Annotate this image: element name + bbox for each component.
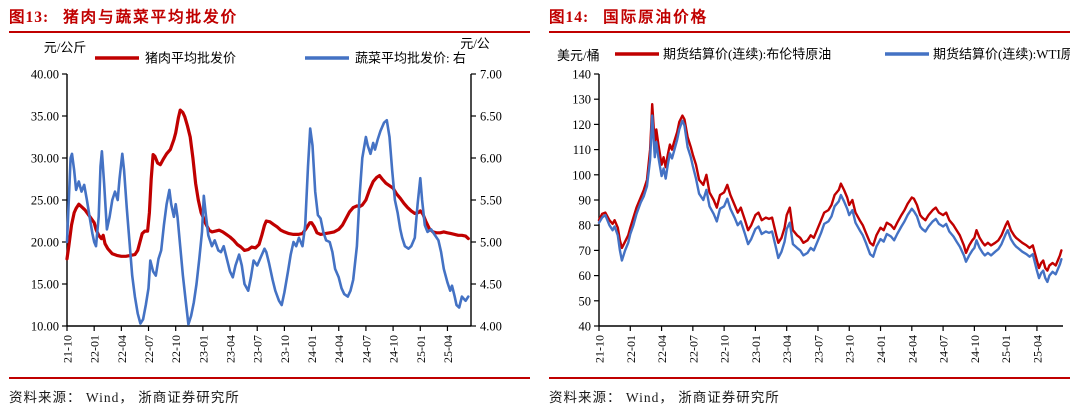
y-tick-label-left: 10.00 bbox=[31, 320, 59, 334]
x-tick-label: 23-10 bbox=[843, 335, 857, 363]
figure-14-title: 图14: 国际原油价格 bbox=[549, 7, 1070, 28]
y-tick-label-left: 30.00 bbox=[31, 152, 59, 166]
y-tick-label-right: 5.50 bbox=[480, 194, 502, 208]
series-line-1 bbox=[65, 119, 470, 326]
source-note: 资料来源： Wind， 浙商证券研究所 bbox=[9, 389, 240, 405]
source-note: 资料来源： Wind， 浙商证券研究所 bbox=[549, 389, 780, 405]
y-tick-label-left: 20.00 bbox=[31, 236, 59, 250]
x-tick-label: 24-01 bbox=[874, 335, 888, 363]
x-tick-label: 25-04 bbox=[441, 335, 455, 363]
source-rule bbox=[9, 377, 530, 379]
x-tick-label: 25-01 bbox=[999, 335, 1013, 363]
y-tick-label-right: 5.00 bbox=[480, 236, 502, 250]
oil-chart-area: 40 50 60 70 80 90 100 110 120 130 140 美元/桶 21-10 22-0… bbox=[549, 34, 1070, 376]
figure-13-title: 图13: 猪肉与蔬菜平均批发价 bbox=[9, 7, 530, 28]
x-tick-label: 24-07 bbox=[359, 335, 373, 363]
x-tick-label: 24-10 bbox=[387, 335, 401, 363]
y-tick-label-left: 130 bbox=[572, 93, 591, 107]
legend-label: 猪肉平均批发价 bbox=[145, 51, 236, 66]
x-tick-label: 21-10 bbox=[61, 335, 75, 363]
x-tick-label: 24-04 bbox=[905, 335, 919, 363]
pork-veg-chart-area: 10.00 15.00 20.00 25.00 30.00 35.00 40.00 元/公斤 4… bbox=[9, 34, 530, 376]
series-line-0 bbox=[65, 108, 470, 261]
y-tick-label-left: 140 bbox=[572, 68, 591, 82]
series-line-0 bbox=[597, 103, 1063, 273]
y-tick-label-left: 50 bbox=[579, 295, 592, 309]
x-tick-label: 23-04 bbox=[224, 335, 238, 363]
y-tick-label-left: 70 bbox=[579, 244, 592, 258]
figure-14-panel: 图14: 国际原油价格 40 50 60 70 80 90 100 110 120 130 140 美元… bbox=[540, 0, 1080, 406]
legend-label: 期货结算价(连续):布伦特原油 bbox=[663, 47, 831, 62]
x-tick-label: 22-07 bbox=[142, 335, 156, 363]
y-tick-label-left: 100 bbox=[572, 169, 591, 183]
y-tick-label-right: 4.00 bbox=[480, 320, 502, 334]
figure-14-name: 国际原油价格 bbox=[603, 9, 709, 26]
x-tick-label: 22-01 bbox=[88, 335, 102, 363]
y-tick-label-left: 60 bbox=[579, 269, 592, 283]
figures-row: 图13: 猪肉与蔬菜平均批发价 10.00 15.00 20.00 25.00 30.00… bbox=[0, 0, 1080, 406]
x-tick-label: 22-10 bbox=[718, 335, 732, 363]
x-tick-label: 22-01 bbox=[624, 335, 638, 363]
x-tick-label: 22-04 bbox=[115, 335, 129, 363]
y-axis-unit-right: 元/公 bbox=[460, 36, 490, 51]
x-tick-label: 23-01 bbox=[196, 335, 210, 363]
x-tick-label: 24-10 bbox=[968, 335, 982, 363]
y-tick-label-left: 40 bbox=[579, 320, 592, 334]
y-tick-label-left: 90 bbox=[579, 194, 592, 208]
x-tick-label: 24-07 bbox=[937, 335, 951, 363]
y-tick-label-left: 15.00 bbox=[31, 278, 59, 292]
y-tick-label-left: 35.00 bbox=[31, 110, 59, 124]
y-tick-label-right: 7.00 bbox=[480, 68, 502, 82]
legend-label: 蔬菜平均批发价: 右 bbox=[355, 51, 466, 66]
y-tick-label-right: 4.50 bbox=[480, 278, 502, 292]
y-tick-label-left: 40.00 bbox=[31, 68, 59, 82]
x-tick-label: 24-01 bbox=[305, 335, 319, 363]
figure-13-panel: 图13: 猪肉与蔬菜平均批发价 10.00 15.00 20.00 25.00 30.00… bbox=[0, 0, 540, 406]
y-tick-label-left: 120 bbox=[572, 118, 591, 132]
y-axis-unit-left: 美元/桶 bbox=[557, 48, 600, 63]
title-rule bbox=[9, 31, 530, 34]
x-tick-label: 23-04 bbox=[780, 335, 794, 363]
y-axis-unit-left: 元/公斤 bbox=[44, 40, 87, 55]
x-tick-label: 23-10 bbox=[278, 335, 292, 363]
y-tick-label-left: 80 bbox=[579, 219, 592, 233]
x-tick-label: 22-07 bbox=[686, 335, 700, 363]
x-tick-label: 23-01 bbox=[749, 335, 763, 363]
y-tick-label-left: 110 bbox=[573, 143, 591, 157]
figure-14-number: 图14: bbox=[549, 9, 590, 26]
y-tick-label-right: 6.50 bbox=[480, 110, 502, 124]
oil-price-line-chart: 40 50 60 70 80 90 100 110 120 130 140 美元/桶 21-10 22-0… bbox=[557, 47, 1070, 364]
x-tick-label: 22-04 bbox=[655, 335, 669, 363]
y-tick-label-right: 6.00 bbox=[480, 152, 502, 166]
y-tick-label-left: 25.00 bbox=[31, 194, 59, 208]
x-tick-label: 24-04 bbox=[332, 335, 346, 363]
x-tick-label: 21-10 bbox=[593, 335, 607, 363]
x-tick-label: 25-04 bbox=[1030, 335, 1044, 363]
x-tick-label: 23-07 bbox=[811, 335, 825, 363]
x-tick-label: 22-10 bbox=[169, 335, 183, 363]
title-rule bbox=[549, 31, 1070, 34]
source-rule bbox=[549, 377, 1070, 379]
figure-13-name: 猪肉与蔬菜平均批发价 bbox=[63, 9, 239, 26]
series-line-1 bbox=[597, 114, 1063, 284]
x-tick-label: 23-07 bbox=[251, 335, 265, 363]
pork-veg-line-chart: 10.00 15.00 20.00 25.00 30.00 35.00 40.00 元/公斤 4… bbox=[31, 36, 502, 363]
figure-13-number: 图13: bbox=[9, 9, 50, 26]
x-tick-label: 25-01 bbox=[414, 335, 428, 363]
legend-label: 期货结算价(连续):WTI原油 bbox=[933, 47, 1070, 62]
